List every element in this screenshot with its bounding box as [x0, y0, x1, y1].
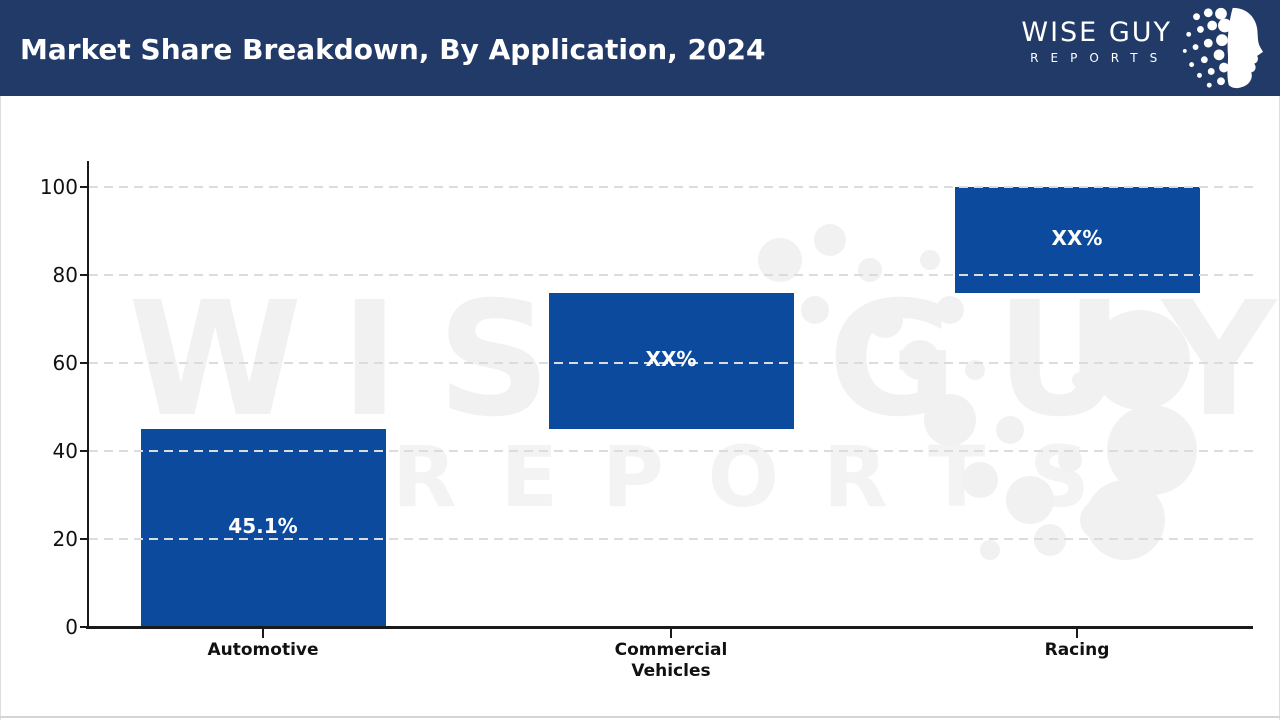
page-title: Market Share Breakdown, By Application, … [20, 33, 766, 66]
y-tick-label: 20 [52, 527, 78, 551]
y-axis-line [87, 160, 89, 629]
wiseguy-head-icon [1182, 7, 1264, 89]
footer-divider [0, 716, 1280, 718]
logo-subtext: REPORTS [1030, 51, 1170, 65]
gridline [89, 450, 1253, 452]
x-tick [262, 629, 264, 638]
bar-automotive [140, 428, 386, 627]
y-tick-label: 60 [52, 351, 78, 375]
logo-wordmark: WISE GUY [1021, 17, 1172, 48]
x-category-label-racing: Racing [1044, 640, 1110, 660]
y-tick [80, 626, 88, 628]
x-tick [670, 629, 672, 638]
x-axis-line [86, 626, 1253, 629]
page-border-left [0, 96, 1, 720]
y-tick-label: 0 [65, 615, 78, 639]
x-category-label-automotive: Automotive [207, 640, 319, 660]
y-tick-label: 100 [39, 175, 78, 199]
gridline [89, 186, 1253, 188]
bar-label-automotive: 45.1% [228, 513, 298, 538]
y-tick [80, 538, 88, 540]
gridline [89, 274, 1253, 276]
y-tick [80, 362, 88, 364]
bar-commercial-vehicles [548, 292, 794, 429]
x-category-label-commercial-vehicles: Commercial Vehicles [614, 640, 728, 681]
bar-label-commercial-vehicles: XX% [645, 346, 697, 371]
gridline [89, 538, 1253, 540]
bar-label-racing: XX% [1051, 225, 1103, 250]
header: Market Share Breakdown, By Application, … [0, 0, 1280, 96]
y-tick-label: 80 [52, 263, 78, 287]
y-tick-label: 40 [52, 439, 78, 463]
y-tick [80, 186, 88, 188]
y-tick [80, 450, 88, 452]
x-tick [1076, 629, 1078, 638]
y-tick [80, 274, 88, 276]
logo-text: WISE GUY REPORTS [1021, 17, 1172, 65]
gridline [89, 362, 1253, 364]
wise-guy-logo: WISE GUY REPORTS [1010, 0, 1270, 96]
